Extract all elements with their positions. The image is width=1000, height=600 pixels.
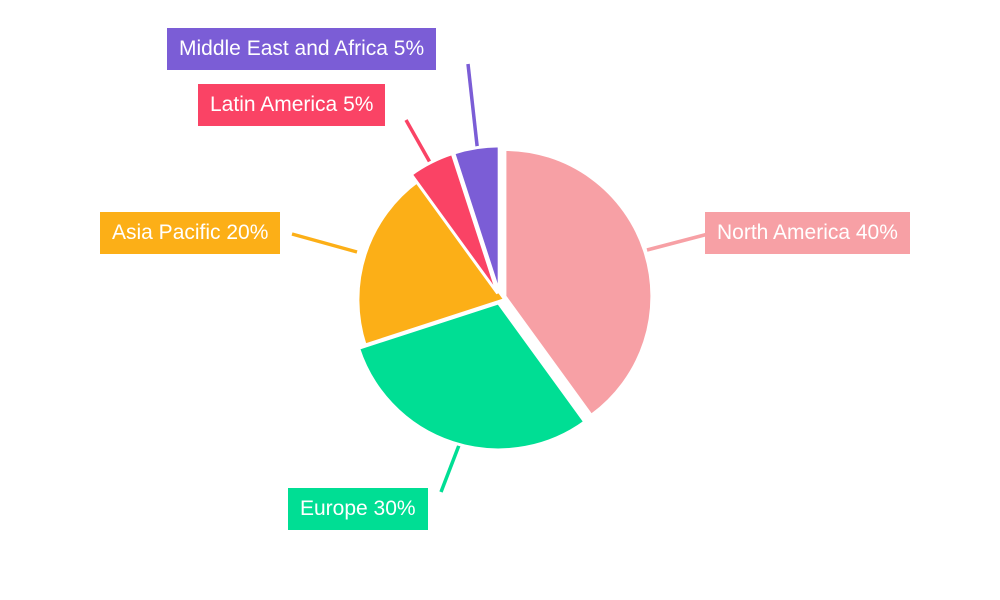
pie-slice-asia-pacific — [356, 178, 508, 347]
leader-line-north-america — [646, 231, 713, 252]
leader-line-middle-east-africa — [466, 63, 480, 155]
pie-slice-europe — [356, 301, 587, 452]
pie-slice-middle-east-and-africa — [451, 144, 501, 294]
slice-label-asia-pacific: Asia Pacific 20% — [100, 212, 281, 254]
pie-slices — [356, 144, 654, 452]
pie-slice-north-america — [503, 147, 654, 418]
slice-label-north-america: North America 40% — [705, 212, 910, 254]
slice-label-europe: Europe 30% — [288, 488, 428, 530]
leader-line-asia-pacific — [291, 232, 358, 254]
slice-label-latin-america: Latin America 5% — [198, 84, 386, 126]
slice-label-middle-east-africa: Middle East and Africa 5% — [167, 28, 437, 70]
pie-slice-latin-america — [409, 151, 500, 295]
leader-line-europe — [439, 439, 463, 493]
